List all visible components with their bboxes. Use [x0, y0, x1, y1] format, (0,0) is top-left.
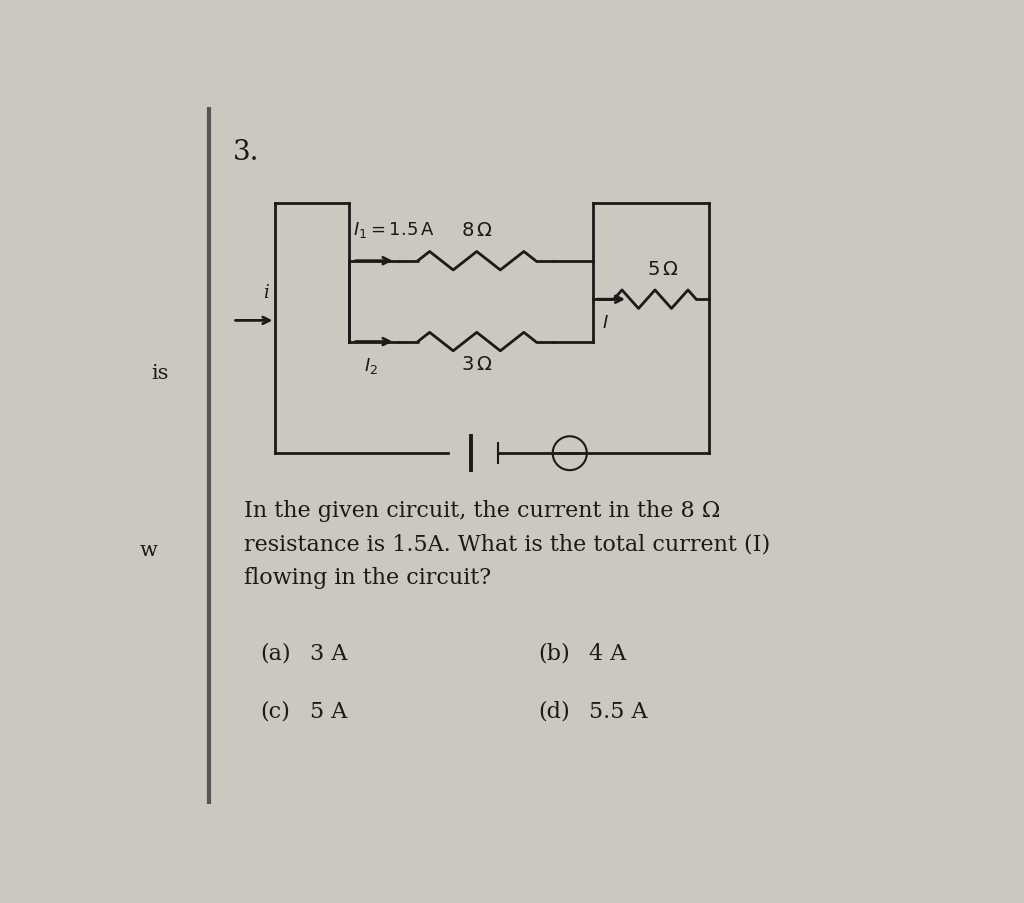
Text: is: is [152, 363, 169, 383]
Text: 5 A: 5 A [310, 700, 347, 721]
Text: w: w [139, 540, 158, 559]
Text: i: i [263, 284, 269, 302]
Text: (d): (d) [539, 700, 570, 721]
Text: 3 A: 3 A [310, 642, 347, 664]
Text: $8\,\Omega$: $8\,\Omega$ [461, 222, 493, 240]
Text: $I_1 = 1.5\,\mathrm{A}$: $I_1 = 1.5\,\mathrm{A}$ [352, 220, 434, 240]
Text: (b): (b) [539, 642, 570, 664]
Text: 3.: 3. [232, 138, 259, 165]
Text: $3\,\Omega$: $3\,\Omega$ [461, 356, 493, 374]
Text: $5\,\Omega$: $5\,\Omega$ [647, 260, 679, 278]
Text: In the given circuit, the current in the 8 Ω
resistance is 1.5A. What is the tot: In the given circuit, the current in the… [245, 500, 770, 588]
Text: 4 A: 4 A [589, 642, 627, 664]
Text: (a): (a) [260, 642, 291, 664]
Text: $I$: $I$ [602, 313, 609, 331]
Text: $I_2$: $I_2$ [365, 356, 379, 376]
Text: (c): (c) [260, 700, 290, 721]
Text: 5.5 A: 5.5 A [589, 700, 647, 721]
